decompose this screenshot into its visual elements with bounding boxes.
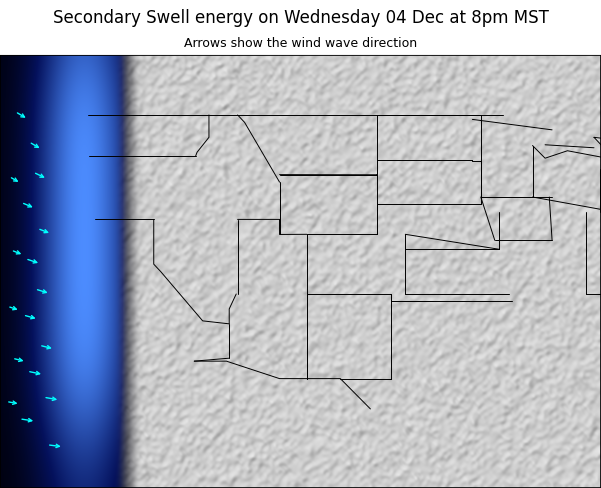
Text: Secondary Swell energy on Wednesday 04 Dec at 8pm MST: Secondary Swell energy on Wednesday 04 D… bbox=[52, 9, 549, 27]
Text: Arrows show the wind wave direction: Arrows show the wind wave direction bbox=[184, 37, 417, 50]
